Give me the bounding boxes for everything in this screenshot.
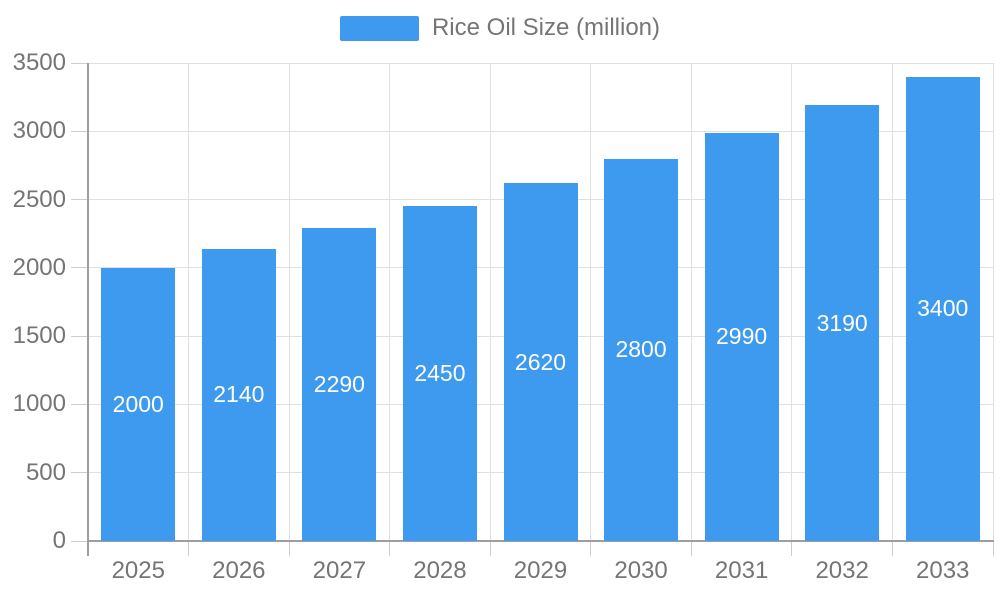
- y-axis-tick-label: 2500: [12, 185, 66, 213]
- bar-2029[interactable]: 2620: [503, 183, 578, 541]
- x-axis-tick-label: 2027: [312, 557, 367, 584]
- bar-2030[interactable]: 2800: [604, 158, 679, 541]
- gridline-vertical: [590, 63, 592, 541]
- legend[interactable]: Rice Oil Size (million): [0, 14, 1000, 42]
- x-axis-tick: [992, 541, 994, 556]
- y-axis-tick-label: 2000: [12, 253, 66, 281]
- x-axis-tick-label: 2031: [714, 557, 769, 584]
- x-axis-tick-label: 2025: [111, 557, 165, 584]
- bar-value-label: 3400: [917, 295, 969, 322]
- x-axis-tick: [288, 541, 290, 556]
- y-axis-tick-label: 1500: [12, 322, 66, 350]
- bar-value-label: 2140: [213, 381, 265, 408]
- y-axis-tick: [71, 130, 87, 132]
- bar-2026[interactable]: 2140: [201, 248, 276, 541]
- bar-2033[interactable]: 3400: [905, 76, 980, 541]
- bar-2028[interactable]: 2450: [402, 206, 477, 541]
- x-axis-tick: [188, 541, 190, 556]
- bar-2027[interactable]: 2290: [302, 228, 377, 541]
- gridline-vertical: [188, 63, 190, 541]
- gridline-horizontal: [88, 130, 993, 132]
- x-axis-line: [88, 540, 994, 542]
- x-axis-tick-label: 2026: [212, 557, 266, 584]
- bar-value-label: 2450: [414, 360, 466, 387]
- y-axis-tick: [71, 540, 87, 542]
- gridline-horizontal: [88, 62, 993, 64]
- x-axis-tick: [791, 541, 793, 556]
- y-axis-tick-label: 1000: [12, 390, 66, 418]
- y-axis-tick: [71, 472, 87, 474]
- y-axis-tick: [71, 403, 87, 405]
- gridline-vertical: [791, 63, 793, 541]
- bar-value-label: 2620: [514, 348, 567, 375]
- x-axis-tick-label: 2028: [413, 557, 467, 584]
- x-axis-tick-label: 2029: [513, 557, 568, 584]
- bar-2025[interactable]: 2000: [101, 267, 176, 541]
- y-axis-tick: [71, 267, 87, 269]
- x-axis-tick-label: 2032: [815, 557, 869, 584]
- x-axis-tick: [891, 541, 893, 556]
- y-axis-tick: [71, 199, 87, 201]
- x-axis-tick: [690, 541, 692, 556]
- bar-value-label: 2290: [313, 371, 365, 398]
- y-axis-tick-label: 0: [52, 527, 66, 554]
- y-axis-tick-label: 3500: [12, 49, 66, 76]
- y-axis-tick-label: 3000: [12, 117, 66, 145]
- legend-swatch: [339, 15, 419, 41]
- gridline-vertical: [389, 63, 391, 541]
- legend-label: Rice Oil Size (million): [431, 14, 661, 41]
- bar-value-label: 2000: [112, 390, 164, 417]
- bar-value-label: 2990: [716, 323, 768, 350]
- gridline-vertical: [690, 63, 692, 541]
- x-axis-tick-label: 2033: [916, 557, 970, 584]
- bar-2031[interactable]: 2990: [704, 132, 779, 541]
- gridline-vertical: [288, 63, 290, 541]
- gridline-vertical: [891, 63, 893, 541]
- y-axis-line: [87, 63, 89, 556]
- gridline-vertical: [992, 63, 994, 541]
- y-axis-tick: [71, 62, 87, 64]
- y-axis-tick-label: 500: [25, 458, 66, 486]
- y-axis-tick: [71, 335, 87, 337]
- bar-value-label: 2800: [615, 336, 667, 363]
- x-axis-tick: [389, 541, 391, 556]
- bar-value-label: 3190: [816, 309, 868, 336]
- x-axis-tick-label: 2030: [614, 557, 668, 584]
- x-axis-tick: [489, 541, 491, 556]
- gridline-vertical: [489, 63, 491, 541]
- bar-2032[interactable]: 3190: [805, 105, 880, 541]
- x-axis-tick: [590, 541, 592, 556]
- plot-area: 0 500 1000 1500 2000 2500 3000 3500 2000 2025 2140…: [13, 49, 994, 584]
